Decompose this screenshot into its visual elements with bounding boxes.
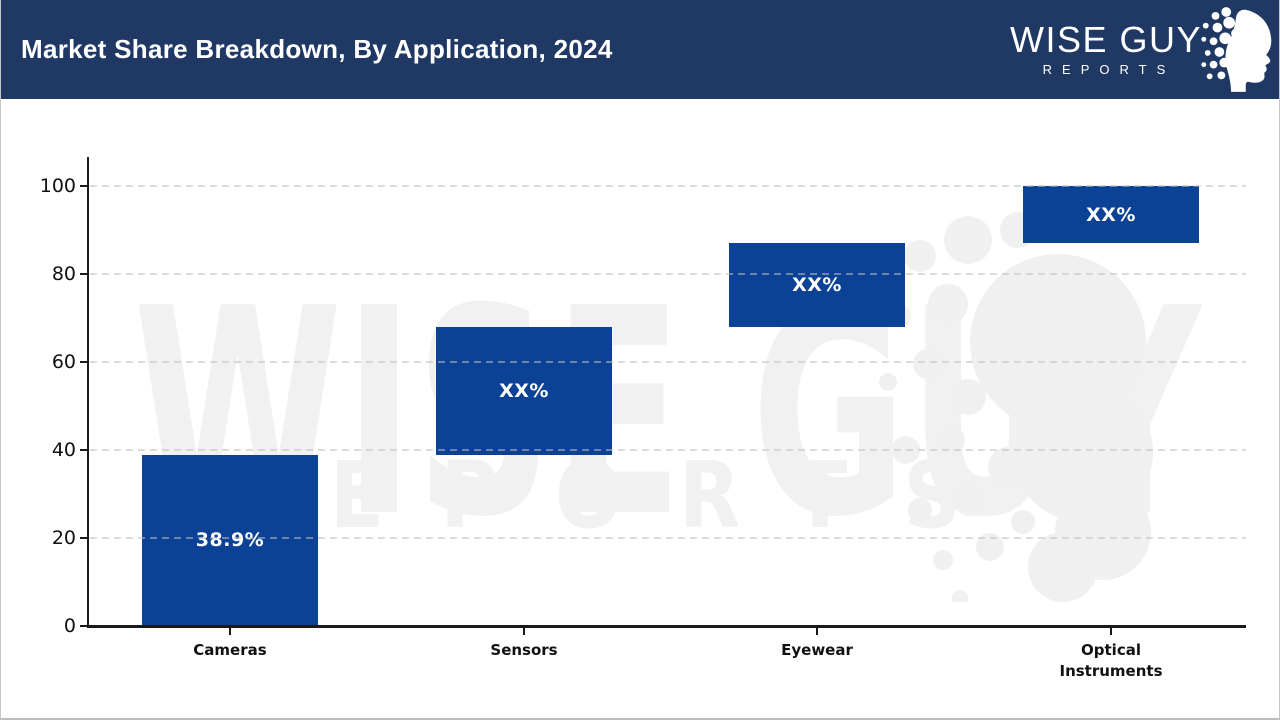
logo-subtext: REPORTS (1042, 62, 1176, 77)
logo-face-icon (1201, 6, 1272, 92)
y-axis (87, 157, 89, 628)
y-tick-label-40: 40 (51, 439, 76, 461)
x-category-label-sensors: Sensors (490, 641, 558, 659)
gridline-100 (90, 185, 1246, 187)
bar-sensors: XX% (436, 326, 612, 455)
bar-value-label: XX% (499, 379, 549, 402)
brand-logo: WISE GUY REPORTS (1010, 6, 1274, 94)
y-tick-label-100: 100 (39, 175, 76, 197)
x-category-label-eyewear: Eyewear (781, 641, 853, 659)
y-tick-label-0: 0 (63, 615, 76, 637)
y-tick-40 (80, 449, 88, 451)
y-tick-label-80: 80 (51, 263, 76, 285)
y-tick-100 (80, 185, 88, 187)
bar-value-label: 38.9% (195, 529, 265, 552)
gridline-20 (90, 537, 1246, 539)
page-title: Market Share Breakdown, By Application, … (21, 34, 613, 64)
gridline-40 (90, 449, 1246, 451)
x-axis (88, 625, 1246, 628)
bar-value-label: XX% (792, 273, 842, 296)
gridline-60 (90, 361, 1246, 363)
y-tick-label-60: 60 (51, 351, 76, 373)
x-category-label-optical-instruments: Optical Instruments (1059, 641, 1163, 680)
logo-wordmark: WISE GUY (1009, 19, 1202, 60)
logo-text-block: WISE GUY REPORTS (1009, 19, 1202, 78)
x-tick-sensors (523, 628, 525, 635)
y-tick-label-20: 20 (51, 527, 76, 549)
y-tick-60 (80, 361, 88, 363)
x-tick-cameras (229, 628, 231, 635)
x-tick-optical-instruments (1110, 628, 1112, 635)
bar-value-label: XX% (1086, 203, 1136, 226)
y-tick-20 (80, 537, 88, 539)
header-bar: Market Share Breakdown, By Application, … (0, 0, 1280, 99)
bar-optical-instruments: XX% (1023, 186, 1199, 244)
bar-eyewear: XX% (729, 243, 905, 327)
bar-cameras: 38.9% (142, 454, 318, 626)
y-tick-0 (80, 625, 88, 627)
x-category-label-cameras: Cameras (193, 641, 267, 659)
y-tick-80 (80, 273, 88, 275)
gridline-80 (90, 273, 1246, 275)
x-tick-eyewear (816, 628, 818, 635)
